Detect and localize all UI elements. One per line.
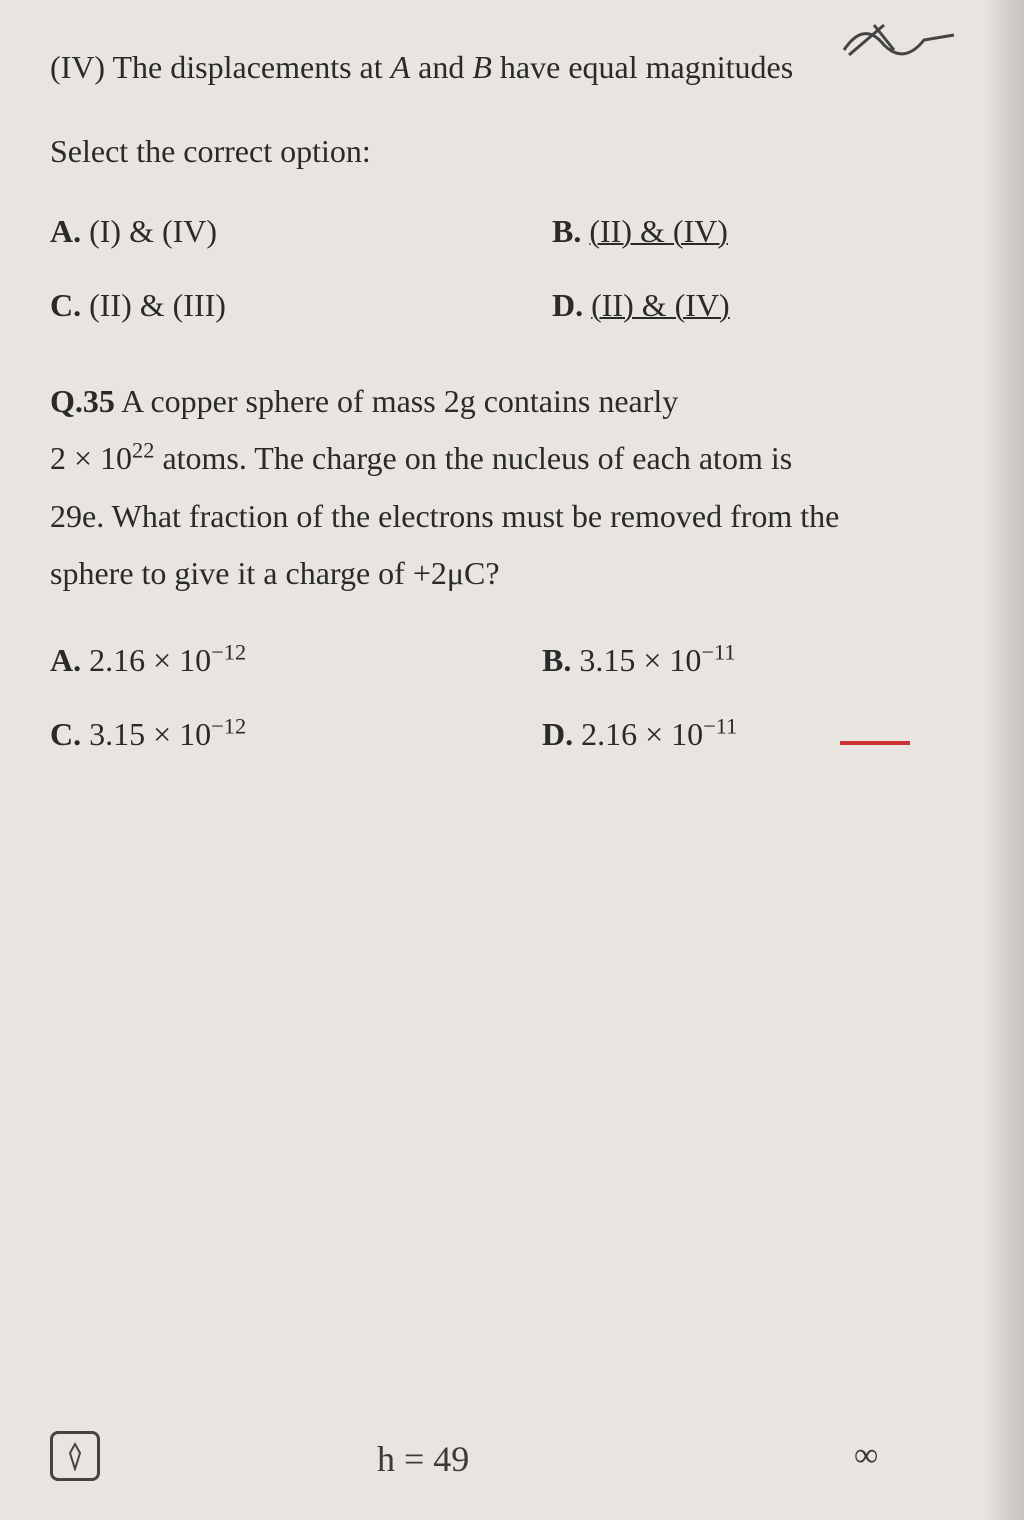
statement-tail: have equal magnitudes bbox=[500, 49, 793, 85]
ans-letter-b: B. bbox=[542, 642, 571, 678]
q35-line2-post: atoms. The charge on the nucleus of each… bbox=[162, 440, 792, 476]
svg-text:h = 49: h = 49 bbox=[377, 1439, 469, 1479]
handwriting-annotation-top bbox=[834, 10, 974, 78]
handwriting-right: ∞ bbox=[854, 1431, 974, 1500]
scribble-icon bbox=[834, 10, 974, 70]
ans-exp-b: −11 bbox=[701, 639, 735, 664]
answer-row-2: C. 3.15 × 10−12 D. 2.16 × 10−11 bbox=[50, 707, 974, 761]
q35-body: Q.35 A copper sphere of mass 2g contains… bbox=[50, 373, 974, 603]
handwriting-expression-icon: h = 49 bbox=[377, 1431, 577, 1491]
q35-atoms-exp: 22 bbox=[132, 438, 154, 463]
statement-text-1: The displacements at bbox=[113, 49, 383, 85]
statement-mid: and bbox=[418, 49, 464, 85]
ans-letter-c: C. bbox=[50, 716, 81, 752]
ans-letter-d: D. bbox=[542, 716, 573, 752]
options-row-2: C. (II) & (III) D. (II) & (IV) bbox=[50, 278, 974, 332]
ans-coeff-d: 2.16 × 10 bbox=[581, 716, 703, 752]
ans-coeff-b: 3.15 × 10 bbox=[579, 642, 701, 678]
var-b: B bbox=[472, 49, 492, 85]
ans-exp-a: −12 bbox=[211, 639, 246, 664]
opt-text-c: (II) & (III) bbox=[89, 278, 226, 332]
opt-text-d: (II) & (IV) bbox=[591, 278, 730, 332]
q35-charge-val: +2μC bbox=[413, 555, 486, 591]
q35-heading: Q.35 bbox=[50, 383, 115, 419]
q35-mass: 2g bbox=[444, 383, 476, 419]
handwriting-symbol-icon: ∞ bbox=[854, 1431, 974, 1481]
correct-answer-mark bbox=[840, 741, 910, 745]
q35-nucleus-charge: 29e bbox=[50, 498, 96, 534]
svg-text:∞: ∞ bbox=[854, 1437, 878, 1474]
q35-line1-pre: A copper sphere of mass bbox=[121, 383, 436, 419]
opt-text-b: (II) & (IV) bbox=[589, 204, 728, 258]
opt-letter-b: B. bbox=[552, 204, 581, 258]
opt-letter-d: D. bbox=[552, 278, 583, 332]
opt-letter-a: A. bbox=[50, 204, 81, 258]
roman-label: (IV) bbox=[50, 49, 105, 85]
answer-a: A. 2.16 × 10−12 bbox=[50, 633, 482, 687]
var-a: A bbox=[391, 49, 411, 85]
select-instruction: Select the correct option: bbox=[50, 124, 974, 178]
option-c: C. (II) & (III) bbox=[50, 278, 472, 332]
ans-exp-d: −11 bbox=[703, 714, 737, 739]
q35-line1-post: contains nearly bbox=[484, 383, 679, 419]
handwriting-bottom-row: h = 49 ∞ bbox=[0, 1431, 1024, 1500]
option-a: A. (I) & (IV) bbox=[50, 204, 472, 258]
ans-exp-c: −12 bbox=[211, 714, 246, 739]
boxed-icon bbox=[50, 1431, 100, 1481]
option-d: D. (II) & (IV) bbox=[472, 278, 974, 332]
pin-icon bbox=[60, 1441, 90, 1471]
answer-b: B. 3.15 × 10−11 bbox=[482, 633, 974, 687]
q35-line4-pre: sphere to give it a charge of bbox=[50, 555, 405, 591]
answer-row-1: A. 2.16 × 10−12 B. 3.15 × 10−11 bbox=[50, 633, 974, 687]
q35-line3: . What fraction of the electrons must be… bbox=[96, 498, 839, 534]
handwriting-eq: h = 49 bbox=[377, 1431, 577, 1500]
q35-atoms-coeff: 2 × 10 bbox=[50, 440, 132, 476]
q35-line4-post: ? bbox=[485, 555, 499, 591]
ans-coeff-c: 3.15 × 10 bbox=[89, 716, 211, 752]
options-row-1: A. (I) & (IV) B. (II) & (IV) bbox=[50, 204, 974, 258]
ans-letter-a: A. bbox=[50, 642, 81, 678]
question-35: Q.35 A copper sphere of mass 2g contains… bbox=[50, 373, 974, 762]
answer-d: D. 2.16 × 10−11 bbox=[482, 707, 974, 761]
page-content: (IV) The displacements at A and B have e… bbox=[50, 40, 974, 762]
page-shadow bbox=[984, 0, 1024, 1520]
ans-coeff-a: 2.16 × 10 bbox=[89, 642, 211, 678]
opt-text-a: (I) & (IV) bbox=[89, 204, 217, 258]
option-b: B. (II) & (IV) bbox=[472, 204, 974, 258]
opt-letter-c: C. bbox=[50, 278, 81, 332]
answer-c: C. 3.15 × 10−12 bbox=[50, 707, 482, 761]
